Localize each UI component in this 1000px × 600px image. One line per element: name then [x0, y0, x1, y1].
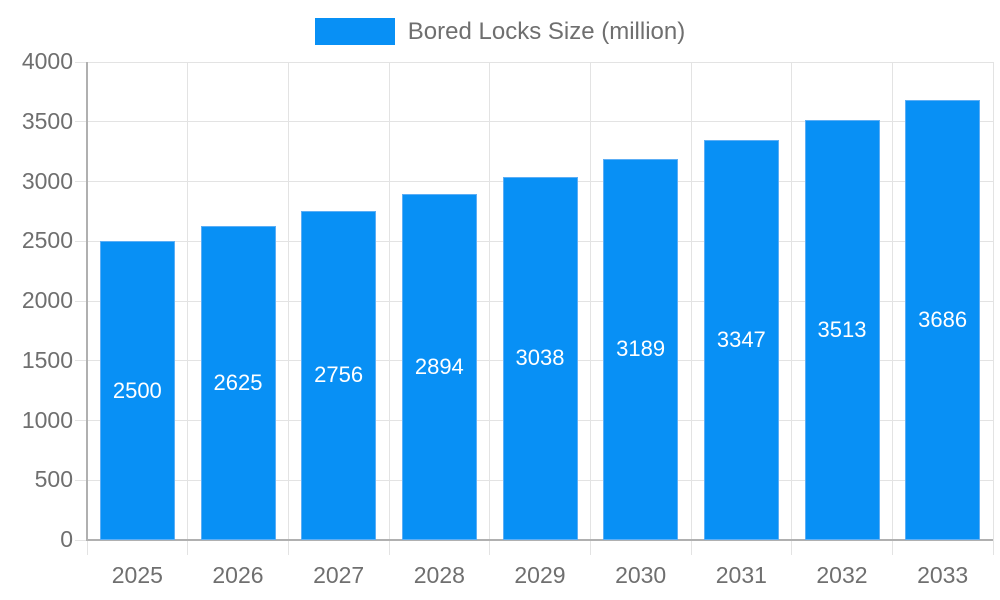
x-axis-tick: [992, 540, 994, 555]
x-axis-tick: [791, 540, 793, 555]
y-axis-tick: [75, 61, 87, 63]
y-axis-tick: [75, 420, 87, 421]
x-axis-line: [86, 539, 993, 541]
gridline-vertical: [992, 62, 994, 540]
x-axis-tick: [690, 540, 692, 555]
gridline-vertical: [791, 62, 793, 540]
x-axis-tick-label: 2030: [615, 562, 667, 588]
x-axis-tick: [589, 540, 591, 555]
x-axis-tick: [891, 540, 893, 555]
x-axis-tick-label: 2028: [413, 562, 465, 588]
bar-value-label: 2625: [213, 370, 263, 396]
bar-value-label: 3038: [515, 345, 565, 371]
bar-value-label: 3189: [616, 336, 666, 362]
bar-value-label: 2500: [112, 377, 162, 403]
legend-label: Bored Locks Size (million): [407, 18, 686, 45]
bar-2025[interactable]: 2500: [99, 241, 175, 540]
y-axis-tick-label: 2500: [21, 227, 73, 254]
x-axis-tick: [388, 540, 390, 555]
gridline-horizontal: [87, 121, 993, 123]
gridline-vertical: [388, 62, 390, 540]
y-axis-tick-label: 2000: [21, 287, 73, 313]
y-axis-tick: [75, 539, 87, 541]
x-axis-tick-label: 2032: [816, 562, 868, 588]
x-axis-tick: [489, 540, 491, 555]
y-axis-tick-label: 500: [34, 466, 73, 493]
gridline-vertical: [589, 62, 591, 540]
bar-2033[interactable]: 3686: [905, 99, 981, 540]
gridline-vertical: [690, 62, 692, 540]
bar-value-label: 3686: [918, 306, 968, 332]
gridline-vertical: [187, 62, 189, 540]
y-axis-tick-label: 3000: [21, 167, 73, 194]
bar-value-label: 3513: [817, 317, 867, 343]
legend-swatch: [314, 18, 395, 45]
y-axis-tick-label: 4000: [21, 48, 73, 74]
y-axis-tick-label: 3500: [21, 107, 73, 134]
bar-2028[interactable]: 2894: [401, 194, 477, 540]
y-axis-tick: [75, 360, 87, 362]
gridline-horizontal: [87, 61, 993, 63]
y-axis-tick: [75, 300, 87, 302]
y-axis-tick-label: 1000: [21, 406, 73, 433]
bar-2027[interactable]: 2756: [301, 210, 377, 540]
legend[interactable]: Bored Locks Size (million): [0, 18, 1000, 45]
x-axis-tick-label: 2026: [212, 562, 264, 588]
y-axis-tick: [75, 121, 87, 123]
x-axis-tick-label: 2033: [917, 562, 969, 588]
x-axis-tick-label: 2029: [514, 562, 566, 588]
bar-value-label: 3347: [716, 327, 766, 352]
y-axis-line: [86, 62, 88, 541]
bar-2029[interactable]: 3038: [502, 176, 578, 540]
y-axis-tick: [75, 181, 87, 182]
y-axis-tick: [75, 240, 87, 242]
bar-2026[interactable]: 2625: [200, 226, 276, 540]
y-axis-tick-label: 0: [60, 526, 73, 552]
bar-2032[interactable]: 3513: [804, 120, 880, 540]
y-axis-tick-label: 1500: [21, 346, 73, 373]
gridline-vertical: [287, 62, 289, 540]
x-axis-tick: [86, 540, 88, 555]
x-axis-tick: [187, 540, 189, 555]
bar-2031[interactable]: 3347: [703, 140, 779, 540]
x-axis-tick: [287, 540, 289, 555]
bar-2030[interactable]: 3189: [603, 158, 679, 540]
x-axis-tick-label: 2027: [313, 562, 365, 588]
gridline-vertical: [489, 62, 491, 540]
gridline-vertical: [891, 62, 893, 540]
y-axis-tick: [75, 479, 87, 481]
x-axis-tick-label: 2031: [715, 562, 767, 588]
bar-value-label: 2894: [414, 354, 464, 380]
x-axis-tick-label: 2025: [111, 562, 163, 588]
bar-value-label: 2756: [314, 362, 364, 388]
